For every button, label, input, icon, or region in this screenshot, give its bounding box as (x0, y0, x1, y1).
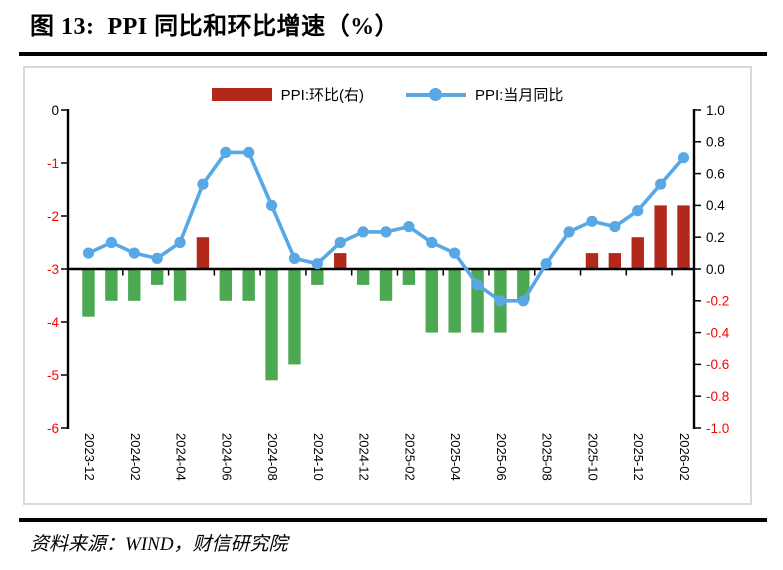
right-axis-label: -0.8 (706, 389, 729, 404)
x-axis-label: 2023-12 (82, 433, 97, 481)
bottom-divider (19, 518, 767, 522)
x-axis-label: 2025-02 (402, 433, 417, 481)
right-axis-label: 0.8 (706, 135, 725, 150)
x-axis-label: 2025-04 (448, 433, 463, 481)
x-axis-label: 2024-06 (219, 433, 234, 481)
bar-2024-06 (219, 269, 233, 301)
source-note: 资料来源：WIND，财信研究院 (30, 534, 288, 555)
x-axis-label: 2024-10 (311, 433, 326, 481)
right-axis-label: 0.2 (706, 230, 725, 245)
chart-title: 图 13: PPI 同比和环比增速（%） (30, 14, 400, 40)
yoy-point-2025-05 (471, 279, 484, 291)
legend-marker-yoy (428, 88, 442, 101)
right-axis-label: -0.4 (706, 325, 730, 340)
yoy-point-2024-02 (128, 247, 140, 259)
yoy-point-2024-05 (197, 178, 209, 190)
right-axis-label: 0.6 (706, 166, 725, 181)
yoy-point-2024-09 (288, 252, 301, 264)
bar-2024-12 (356, 269, 370, 285)
yoy-point-2025-08 (540, 258, 552, 270)
x-axis-label: 2025-08 (540, 433, 555, 481)
x-axis-label: 2026-02 (677, 433, 692, 481)
bar-2024-07 (242, 269, 255, 301)
left-axis-label: -3 (47, 262, 59, 277)
x-axis-label: 2025-10 (585, 433, 600, 481)
left-axis-label: -5 (47, 368, 59, 383)
bar-2024-03 (150, 269, 164, 285)
legend-label-mom: PPI:环比(右) (280, 87, 364, 104)
bar-2024-05 (196, 237, 210, 269)
bar-2025-03 (425, 269, 438, 333)
bar-2024-09 (288, 269, 301, 365)
legend-line-yoy (405, 88, 466, 101)
bar-2025-02 (402, 269, 416, 285)
yoy-point-2024-10 (311, 258, 323, 270)
yoy-point-2024-06 (220, 146, 232, 158)
ppi-chart-canvas: 0 -1 -2 -3 -4 -5 -6 1.0 0.8 0.6 0.4 0.2 0.0 -0.2 -0.4 -… (47, 103, 730, 481)
right-axis-label: -0.6 (706, 357, 729, 372)
yoy-point-2025-06 (494, 295, 507, 307)
yoy-point-2024-04 (174, 236, 186, 249)
bar-2025-11 (608, 253, 622, 269)
bar-2024-08 (265, 269, 278, 381)
yoy-point-2025-04 (449, 247, 461, 259)
yoy-point-2024-11 (334, 236, 346, 249)
x-axis-label: 2024-08 (265, 433, 280, 481)
right-axis-label: -1.0 (706, 421, 729, 436)
bar-2025-04 (448, 269, 461, 333)
legend-swatch-mom (211, 88, 272, 101)
bar-2024-01 (105, 269, 118, 301)
yoy-point-2025-12 (632, 205, 644, 217)
chart-area: 0 -1 -2 -3 -4 -5 -6 1.0 0.8 0.6 0.4 0.2 0.0 -0.2 -0.4 -… (23, 66, 752, 505)
yoy-point-2025-07 (517, 295, 529, 307)
right-axis-label: 0.0 (706, 262, 725, 277)
x-axis-label: 2025-12 (631, 433, 646, 481)
right-axis-label: -0.2 (706, 294, 729, 309)
yoy-point-2024-07 (243, 146, 255, 158)
yoy-point-2025-01 (380, 226, 392, 238)
right-axis-label: 1.0 (706, 103, 725, 118)
yoy-point-2024-08 (265, 199, 278, 211)
left-axis-label: -4 (47, 315, 59, 330)
x-axis-label: 2024-02 (128, 433, 143, 481)
bar-2024-11 (334, 253, 347, 269)
legend-item-mom: PPI:环比(右) (211, 84, 364, 105)
yoy-point-2025-11 (609, 221, 621, 233)
left-axis-label: -2 (47, 209, 59, 224)
bar-2026-02 (677, 205, 690, 269)
bar-2024-04 (173, 269, 187, 301)
left-axis-label: 0 (51, 103, 59, 118)
x-axis-label: 2025-06 (494, 433, 509, 481)
title-underline (19, 52, 767, 56)
left-axis-label: -6 (47, 421, 59, 436)
x-axis-label: 2024-04 (174, 433, 189, 481)
legend-item-yoy: PPI:当月同比 (405, 84, 564, 105)
bar-2023-12 (82, 269, 95, 317)
legend-label-yoy: PPI:当月同比 (474, 87, 564, 104)
bar-2025-10 (585, 253, 599, 269)
bar-2025-12 (631, 237, 644, 269)
bar-2024-10 (311, 269, 324, 285)
yoy-point-2025-10 (586, 215, 598, 227)
yoy-point-2023-12 (82, 247, 95, 259)
yoy-point-2025-02 (403, 221, 415, 233)
x-axis-label: 2024-12 (357, 433, 372, 481)
yoy-point-2024-01 (105, 236, 117, 249)
bar-2024-02 (128, 269, 141, 301)
right-axis-label: 0.4 (706, 198, 725, 213)
left-axis-label: -1 (47, 156, 59, 171)
bar-2026-01 (654, 205, 667, 269)
yoy-point-2026-02 (677, 152, 690, 164)
yoy-point-2025-09 (563, 226, 575, 238)
yoy-point-2025-03 (426, 236, 438, 249)
bar-2025-01 (379, 269, 393, 301)
yoy-point-2024-12 (357, 226, 369, 238)
yoy-point-2026-01 (655, 178, 667, 190)
chart-legend: PPI:环比(右) PPI:当月同比 (25, 84, 750, 105)
yoy-point-2024-03 (151, 252, 163, 264)
